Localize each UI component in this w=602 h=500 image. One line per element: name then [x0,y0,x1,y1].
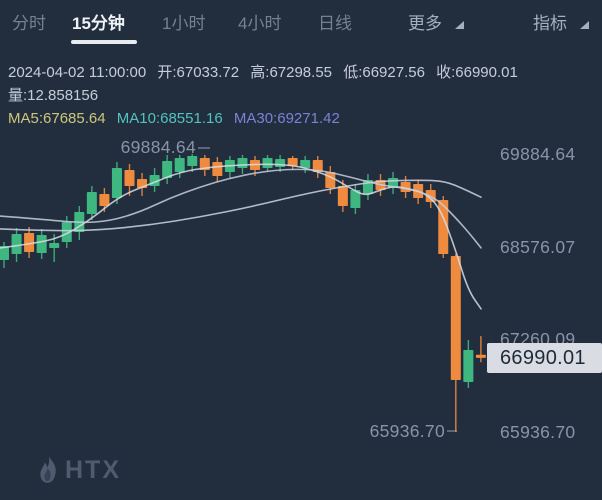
candle-datetime: 2024-04-02 11:00:00 [8,64,147,81]
tab-indicators[interactable]: 指标 [533,9,589,34]
caret-down-icon [455,21,464,29]
tab-1hour[interactable]: 1小时 [162,14,206,33]
ma5-readout: MA5:67685.64 [8,110,106,127]
htx-watermark: HTX [38,455,121,485]
flame-icon [40,455,56,483]
high-price-annotation: 69884.64 [120,137,196,157]
low-readout: 低:66927.56 [343,64,425,81]
tab-indicators-label: 指标 [533,14,567,33]
ma-legend: MA5:67685.64 MA10:68551.16 MA30:69271.42 [8,107,525,130]
high-readout: 高:67298.55 [250,64,333,81]
caret-down-icon [580,21,589,29]
y-axis-label: 65936.70 [500,422,576,442]
y-axis-label: 69884.64 [500,144,576,164]
tab-4hour[interactable]: 4小时 [238,14,282,33]
candle-readout: 2024-04-02 11:00:00 开:67033.72 高:67298.5… [8,61,525,130]
tab-daily[interactable]: 日线 [318,14,352,33]
open-readout: 开:67033.72 [157,64,240,81]
tab-15min[interactable]: 15分钟 [72,14,125,33]
tab-more[interactable]: 更多 [408,9,464,34]
active-tab-underline [71,40,137,44]
y-axis-label: 68576.07 [500,237,576,257]
ma10-readout: MA10:68551.16 [116,110,223,127]
volume-line: 量:12.858156 [8,84,525,107]
timeframe-tabbar: 分时 15分钟 1小时 4小时 日线 更多 指标 [0,0,602,50]
low-price-annotation: 65936.70 [369,421,445,441]
close-readout: 收:66990.01 [436,64,518,81]
ma30-readout: MA30:69271.42 [233,110,340,127]
last-price-badge: 66990.01 [487,343,602,373]
tab-more-label: 更多 [408,14,442,33]
tab-timeline[interactable]: 分时 [12,14,46,33]
watermark-text: HTX [65,455,121,484]
volume-readout: 量:12.858156 [8,87,99,104]
ohlc-line: 2024-04-02 11:00:00 开:67033.72 高:67298.5… [8,61,525,84]
